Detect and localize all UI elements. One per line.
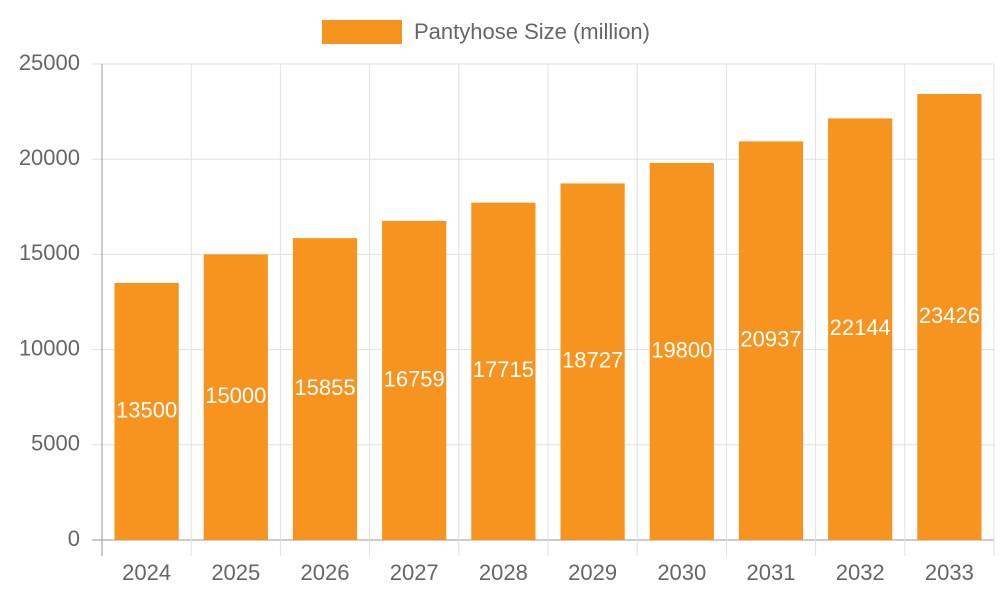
bar	[203, 254, 268, 540]
bar	[292, 238, 358, 541]
value-label: 17715	[473, 357, 534, 382]
value-label: 15000	[205, 383, 266, 408]
bar	[917, 93, 982, 540]
legend-label: Pantyhose Size (million)	[414, 19, 650, 44]
x-tick-label: 2028	[479, 560, 528, 585]
y-tick-label: 10000	[19, 335, 80, 360]
bar	[471, 202, 536, 540]
y-tick-label: 25000	[19, 50, 80, 75]
y-tick-label: 5000	[31, 431, 80, 456]
x-tick-label: 2024	[122, 560, 171, 585]
legend-swatch	[322, 20, 402, 44]
x-tick-label: 2025	[211, 560, 260, 585]
x-tick-label: 2029	[568, 560, 617, 585]
x-tick-label: 2027	[390, 560, 439, 585]
value-label: 19800	[651, 337, 712, 362]
value-label: 18727	[562, 348, 623, 373]
x-tick-label: 2026	[301, 560, 350, 585]
y-tick-label: 20000	[19, 145, 80, 170]
x-tick-label: 2031	[747, 560, 796, 585]
value-label: 15855	[294, 375, 355, 400]
x-tick-label: 2030	[657, 560, 706, 585]
y-tick-label: 15000	[19, 240, 80, 265]
x-tick-label: 2032	[836, 560, 885, 585]
value-label: 20937	[740, 326, 801, 351]
bar	[382, 220, 447, 541]
value-label: 13500	[116, 397, 177, 422]
bar	[738, 141, 804, 541]
bar	[649, 163, 714, 540]
x-tick-label: 2033	[925, 560, 974, 585]
value-label: 23426	[919, 303, 980, 328]
bar	[828, 118, 893, 541]
value-label: 22144	[830, 315, 891, 340]
value-label: 16759	[384, 366, 445, 391]
bar	[560, 183, 625, 540]
bar	[114, 282, 179, 540]
y-tick-label: 0	[68, 526, 80, 551]
